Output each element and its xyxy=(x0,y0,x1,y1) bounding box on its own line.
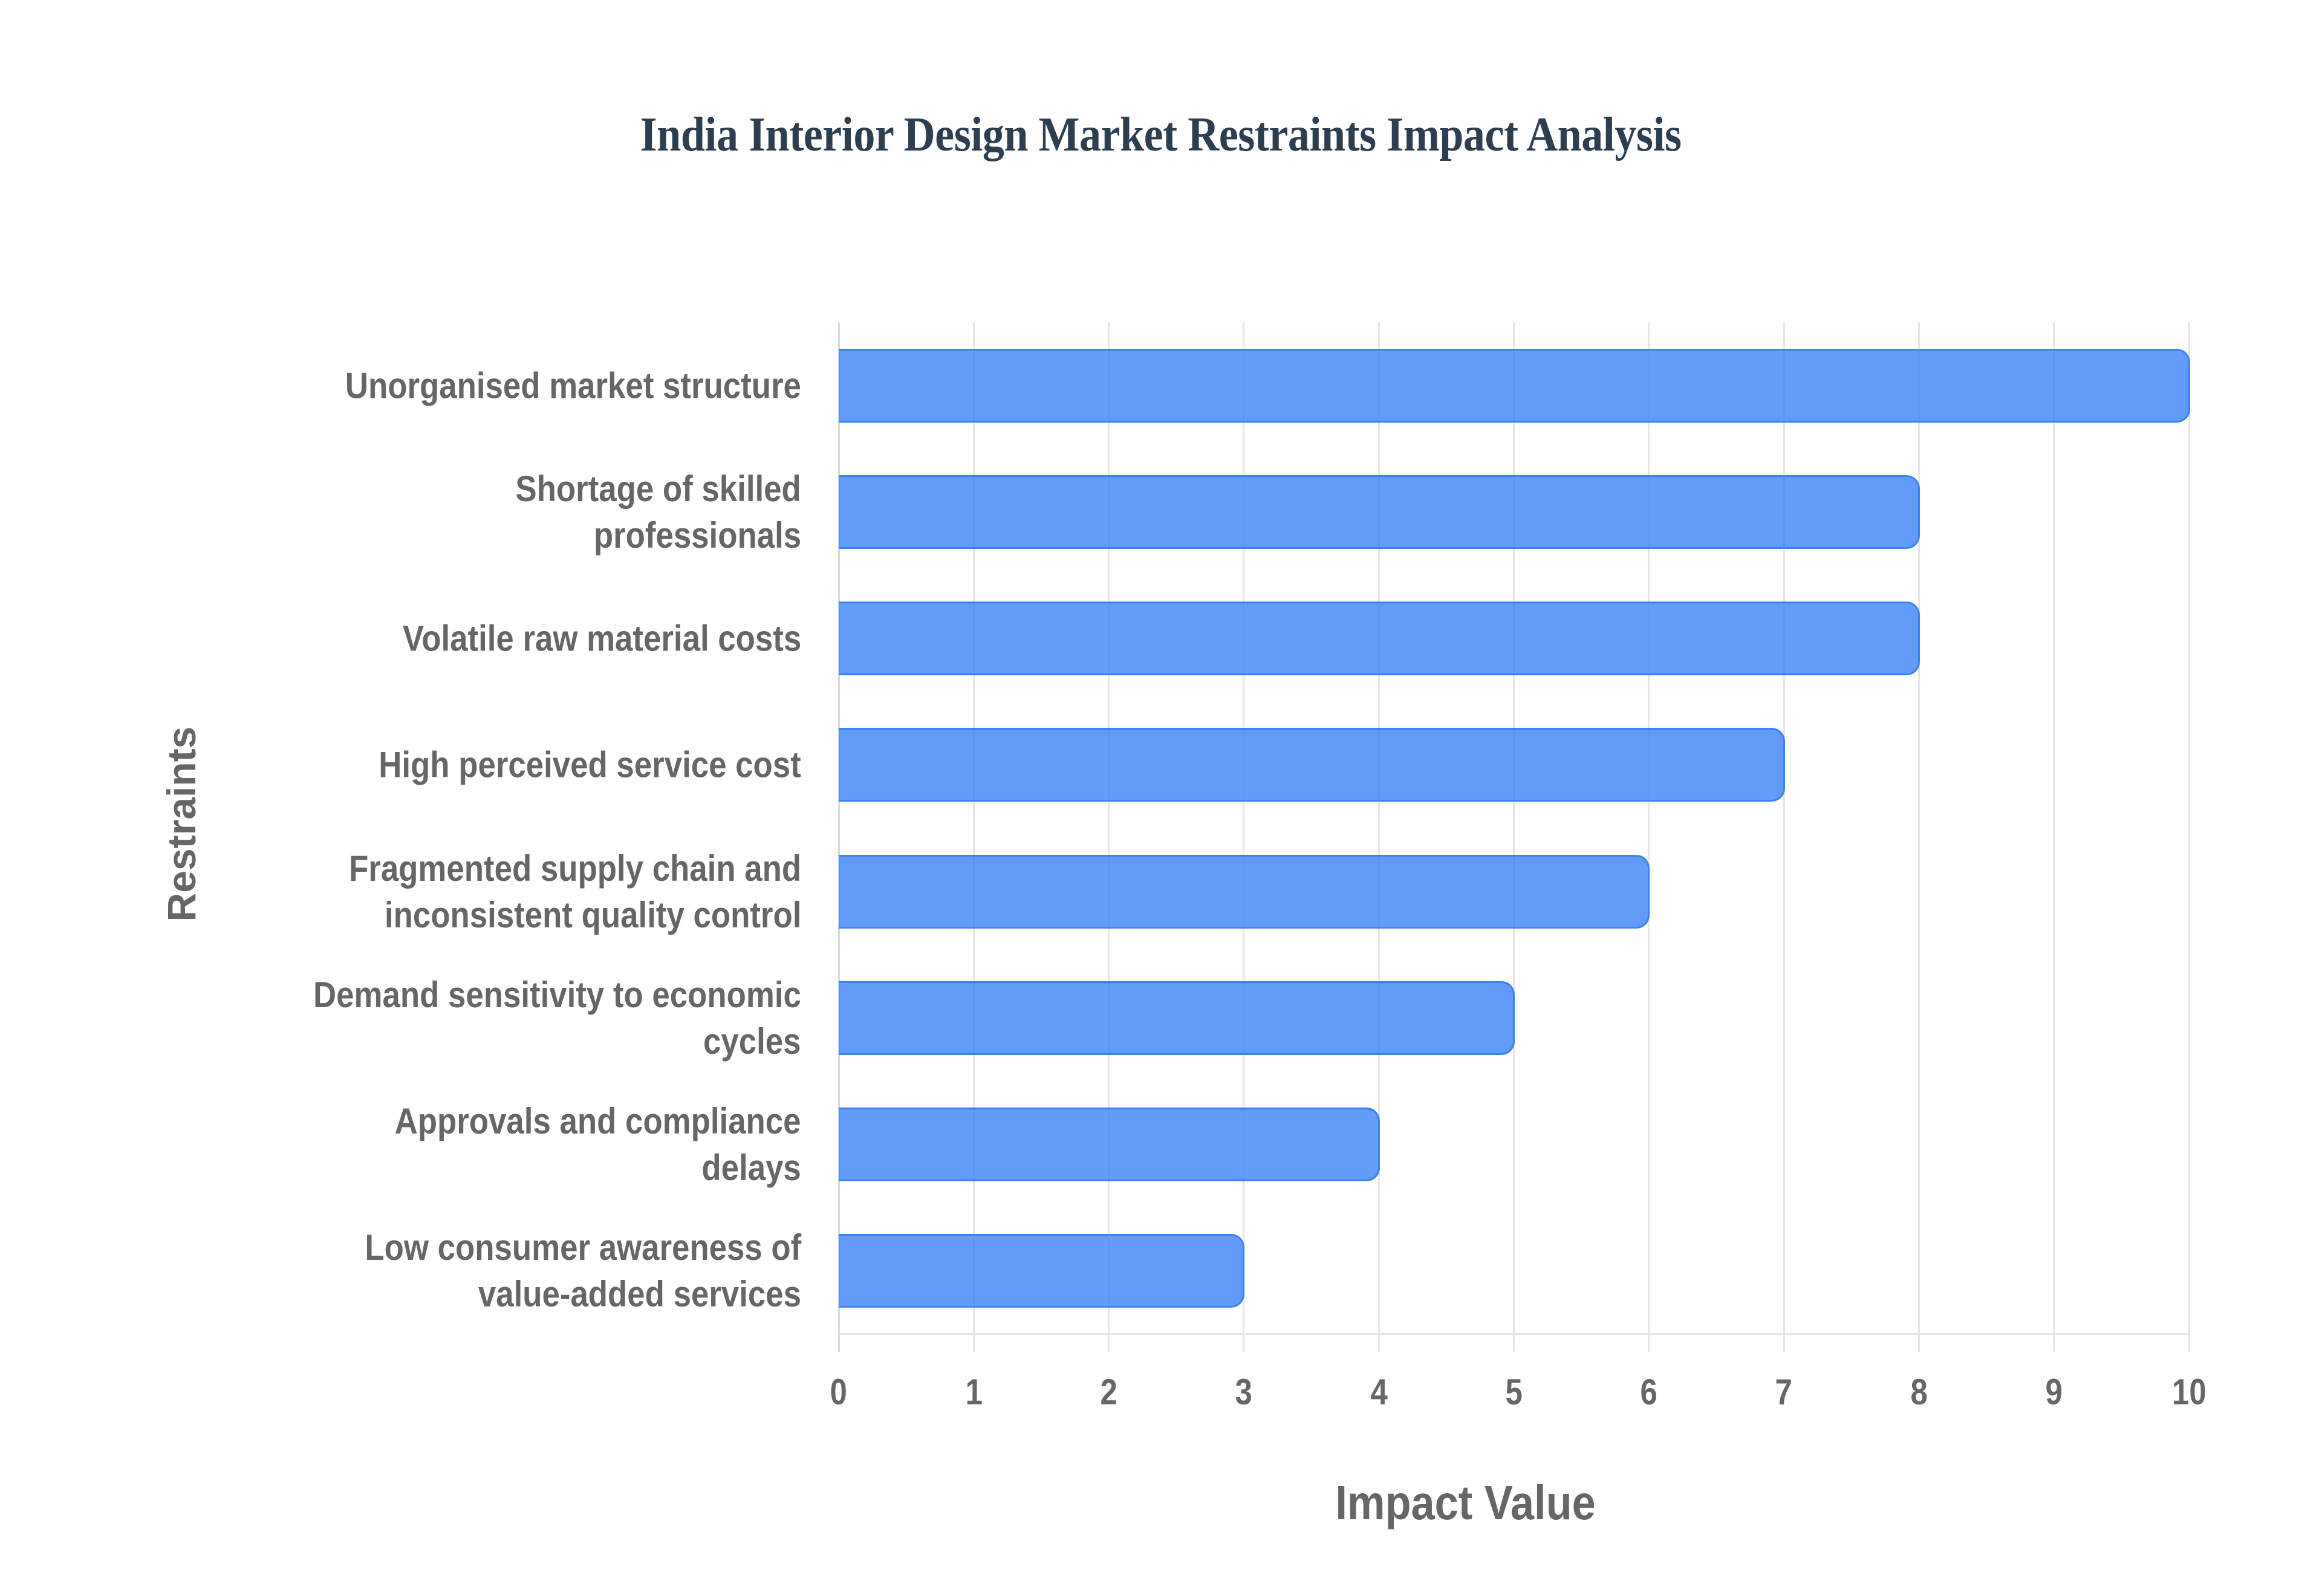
x-tick-label-text: 2 xyxy=(1100,1372,1117,1412)
x-tick-label-text: 9 xyxy=(2045,1372,2063,1412)
gridline xyxy=(1917,322,1920,1352)
x-tick-label: 5 xyxy=(1478,1371,1550,1413)
chart-title-text: India Interior Design Market Restraints … xyxy=(640,108,1682,161)
y-tick-label-line: value-added services xyxy=(478,1274,801,1315)
y-tick-label: Approvals and compliance delays xyxy=(197,1098,801,1191)
x-tick-label-text: 4 xyxy=(1370,1372,1388,1412)
x-tick-label: 9 xyxy=(2018,1371,2090,1413)
y-axis-line xyxy=(837,322,840,1352)
x-tick-label-text: 0 xyxy=(830,1372,848,1412)
x-tick-label-text: 3 xyxy=(1235,1372,1253,1412)
x-axis-title: Impact Value xyxy=(1335,1476,1596,1529)
y-tick-label-line: High perceived service cost xyxy=(379,744,801,785)
gridline xyxy=(2053,322,2055,1352)
bar[interactable] xyxy=(839,475,1920,549)
bar[interactable] xyxy=(839,348,2190,423)
bar[interactable] xyxy=(839,728,1785,802)
x-axis-title-wrap: Impact Value xyxy=(0,1475,2322,1531)
bar[interactable] xyxy=(839,1234,1245,1308)
bar[interactable] xyxy=(839,981,1515,1055)
x-tick-label-text: 8 xyxy=(1910,1372,1928,1412)
chart-title: India Interior Design Market Restraints … xyxy=(0,108,2322,163)
x-tick-label-text: 7 xyxy=(1775,1372,1793,1412)
plot-area xyxy=(837,322,2190,1352)
x-tick-label: 6 xyxy=(1613,1371,1685,1413)
y-tick-label-line: inconsistent quality control xyxy=(384,894,801,935)
x-tick-label: 0 xyxy=(802,1371,875,1413)
gridline xyxy=(2188,322,2190,1352)
x-tick-label: 2 xyxy=(1073,1371,1145,1413)
gridline xyxy=(1513,322,1515,1352)
y-tick-label-line: Approvals and compliance xyxy=(395,1101,801,1142)
x-tick-label-text: 5 xyxy=(1505,1372,1523,1412)
gridline xyxy=(1377,322,1380,1352)
y-tick-label-line: Unorganised market structure xyxy=(345,365,801,406)
y-tick-label: Volatile raw material costs xyxy=(197,615,801,662)
x-tick-label: 8 xyxy=(1882,1371,1955,1413)
y-tick-label-line: delays xyxy=(701,1147,801,1189)
y-tick-label-line: Low consumer awareness of xyxy=(365,1227,801,1268)
y-tick-label: Low consumer awareness of value-added ser… xyxy=(197,1224,801,1317)
x-tick-label: 7 xyxy=(1748,1371,1820,1413)
gridline xyxy=(1783,322,1785,1352)
gridline xyxy=(972,322,975,1352)
bar[interactable] xyxy=(839,1108,1380,1182)
bar[interactable] xyxy=(839,602,1920,676)
y-tick-label-line: Shortage of skilled xyxy=(515,468,801,509)
gridline xyxy=(1243,322,1245,1352)
y-tick-label-line: professionals xyxy=(593,514,801,556)
bar[interactable] xyxy=(839,854,1650,929)
x-tick-label-text: 6 xyxy=(1640,1372,1657,1412)
y-tick-label: Demand sensitivity to economic cycles xyxy=(197,972,801,1065)
y-tick-label: Unorganised market structure xyxy=(197,362,801,409)
y-tick-label-line: Fragmented supply chain and xyxy=(348,848,801,889)
x-tick-label: 1 xyxy=(937,1371,1010,1413)
x-tick-label-text: 10 xyxy=(2171,1372,2207,1412)
y-tick-label-line: Volatile raw material costs xyxy=(402,618,801,659)
x-tick-label: 3 xyxy=(1208,1371,1280,1413)
x-tick-label: 4 xyxy=(1342,1371,1415,1413)
y-tick-label-line: cycles xyxy=(703,1020,801,1062)
y-tick-label: High perceived service cost xyxy=(197,742,801,788)
x-tick-label-text: 1 xyxy=(965,1372,983,1412)
y-tick-label-line: Demand sensitivity to economic xyxy=(313,974,801,1015)
gridline xyxy=(1108,322,1110,1352)
x-tick-label: 10 xyxy=(2153,1371,2225,1413)
y-tick-label: Shortage of skilled professionals xyxy=(197,465,801,559)
gridline xyxy=(1648,322,1650,1352)
y-tick-label: Fragmented supply chain and inconsistent … xyxy=(197,845,801,938)
